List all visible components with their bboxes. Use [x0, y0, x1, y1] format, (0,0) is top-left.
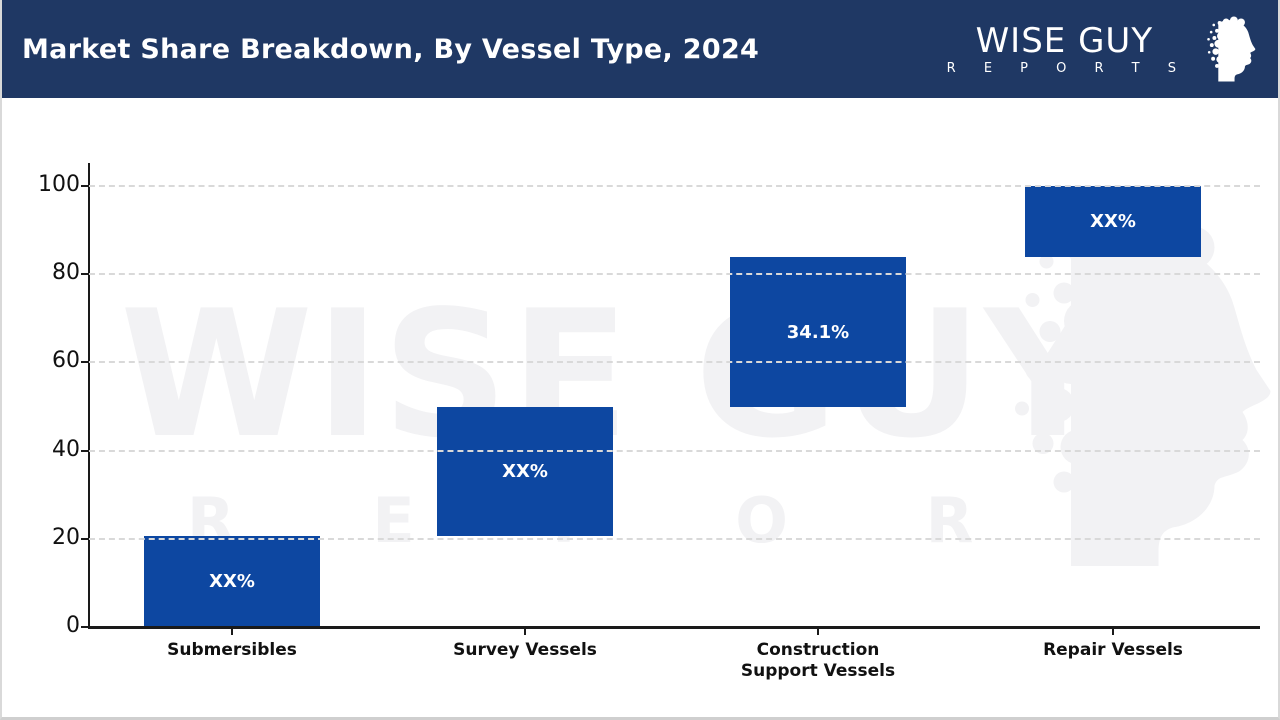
y-tick-label: 0 — [66, 613, 80, 638]
x-tick-mark — [817, 628, 819, 635]
bar — [144, 535, 320, 627]
y-tick-mark — [81, 361, 88, 364]
x-axis-line — [88, 626, 1260, 629]
logo-face-icon — [1207, 16, 1256, 82]
waterfall-plot: 0 20 40 60 80 100 XX% Submersibles XX% Survey Ves… — [2, 98, 1278, 717]
bar-value-label: 34.1% — [786, 321, 850, 343]
x-category-label: Repair Vessels — [983, 640, 1243, 661]
logo-wordmark: WISE GUY — [975, 20, 1154, 61]
x-category-label-line: Support Vessels — [740, 661, 896, 681]
bar-value-label: XX% — [1090, 211, 1136, 232]
logo-subtext: R E P O R T S — [946, 60, 1188, 76]
bar-value-label: XX% — [209, 570, 255, 592]
x-tick-mark — [231, 628, 233, 635]
bar — [437, 407, 613, 536]
y-axis-line — [88, 163, 90, 627]
gridline — [89, 449, 1260, 452]
y-tick-mark — [81, 185, 88, 187]
x-category-label-line: Construction — [756, 640, 880, 660]
y-tick-label: 60 — [52, 348, 80, 374]
gridline — [89, 273, 1260, 276]
y-tick-label: 40 — [52, 436, 80, 462]
x-category-label-line: Submersibles — [167, 640, 297, 660]
x-tick-mark — [1112, 628, 1114, 635]
chart-header: Market Share Breakdown, By Vessel Type, … — [2, 0, 1278, 98]
chart-area: WISE GUY R E P O R T S 0 20 40 60 80 100 XX% Su… — [2, 98, 1278, 717]
y-tick-mark — [81, 449, 88, 452]
y-tick-label: 100 — [38, 172, 80, 197]
x-category-label: Submersibles — [102, 640, 362, 661]
x-tick-mark — [524, 628, 526, 635]
bar — [730, 257, 906, 408]
x-category-label: Survey Vessels — [395, 640, 655, 661]
gridline — [89, 185, 1260, 187]
y-tick-mark — [81, 273, 88, 276]
x-category-label-line: Survey Vessels — [453, 640, 597, 660]
x-category-label-line: Repair Vessels — [1043, 640, 1183, 660]
y-tick-mark — [81, 537, 88, 540]
y-tick-label: 80 — [52, 260, 80, 286]
gridline — [89, 361, 1260, 364]
y-tick-label: 20 — [52, 524, 80, 550]
bar-value-label: XX% — [502, 461, 548, 483]
wiseguy-logo: WISE GUY R E P O R T S — [941, 6, 1256, 92]
chart-title: Market Share Breakdown, By Vessel Type, … — [22, 33, 760, 65]
gridline — [89, 537, 1260, 540]
y-tick-mark — [81, 626, 88, 628]
x-category-label: Construction Support Vessels — [688, 640, 948, 682]
